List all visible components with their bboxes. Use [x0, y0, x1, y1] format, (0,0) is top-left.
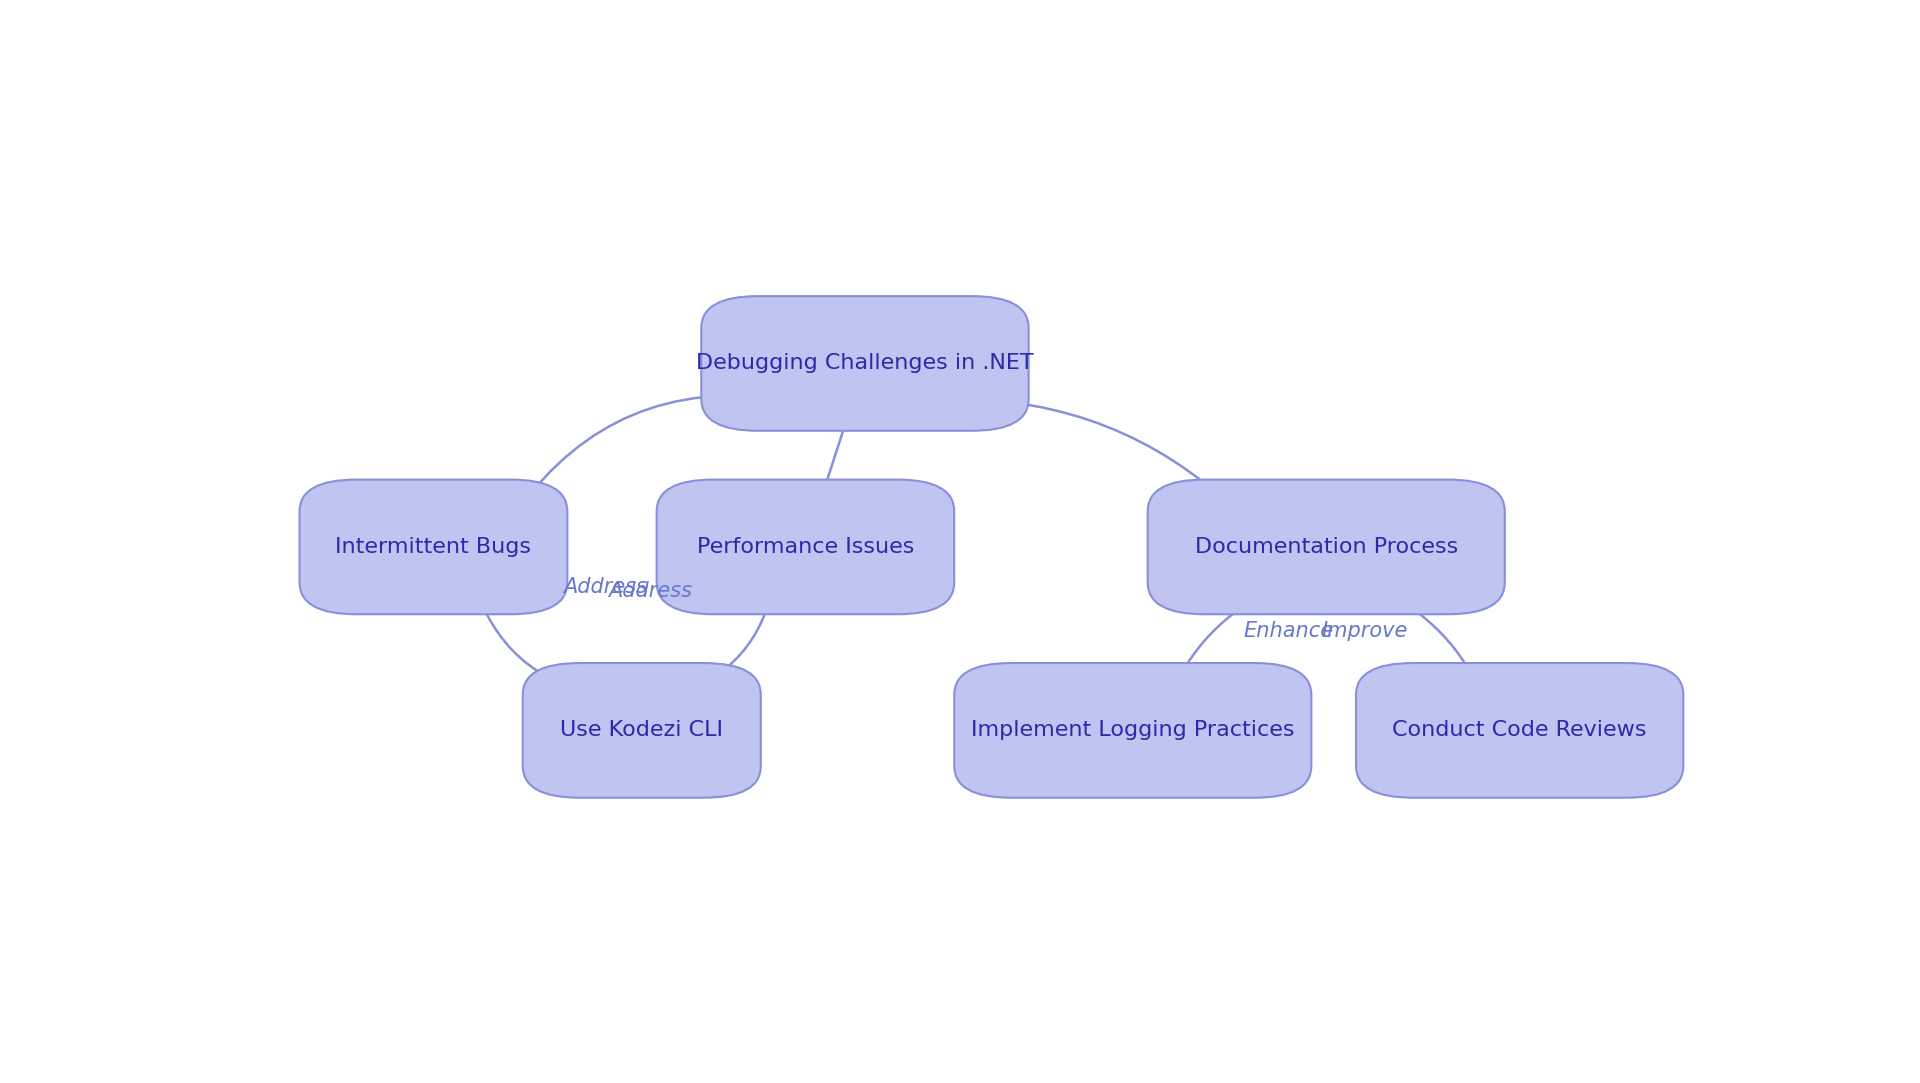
FancyBboxPatch shape — [1148, 480, 1505, 614]
Text: Implement Logging Practices: Implement Logging Practices — [972, 720, 1294, 741]
FancyBboxPatch shape — [954, 663, 1311, 798]
Text: Use Kodezi CLI: Use Kodezi CLI — [561, 720, 724, 741]
Text: Address: Address — [563, 577, 647, 597]
Text: Documentation Process: Documentation Process — [1194, 537, 1457, 557]
Text: Conduct Code Reviews: Conduct Code Reviews — [1392, 720, 1647, 741]
Text: Address: Address — [609, 582, 693, 601]
FancyBboxPatch shape — [657, 480, 954, 614]
FancyBboxPatch shape — [300, 480, 568, 614]
Text: Enhance: Enhance — [1244, 621, 1332, 641]
FancyBboxPatch shape — [1356, 663, 1684, 798]
FancyBboxPatch shape — [701, 296, 1029, 431]
Text: Debugging Challenges in .NET: Debugging Challenges in .NET — [697, 353, 1033, 374]
Text: Performance Issues: Performance Issues — [697, 537, 914, 557]
FancyBboxPatch shape — [522, 663, 760, 798]
Text: Intermittent Bugs: Intermittent Bugs — [336, 537, 532, 557]
Text: Improve: Improve — [1321, 621, 1407, 641]
